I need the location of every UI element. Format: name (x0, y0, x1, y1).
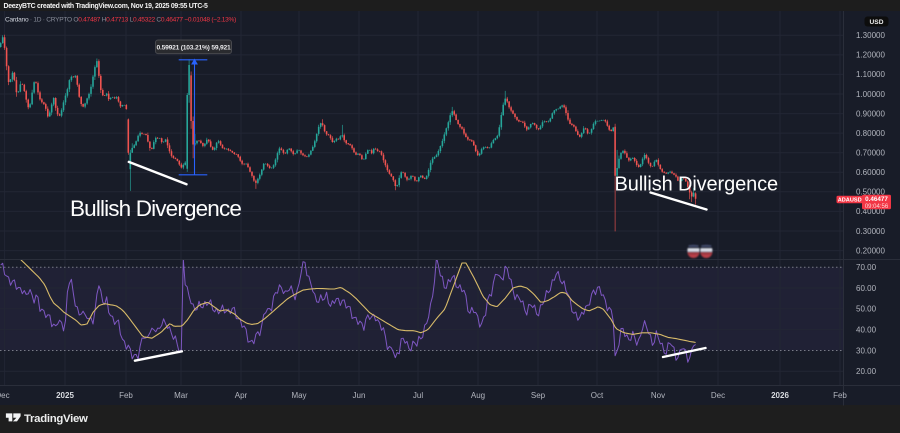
svg-text:2026: 2026 (771, 391, 789, 400)
svg-text:0.46477: 0.46477 (865, 196, 888, 203)
svg-text:Feb: Feb (119, 391, 133, 400)
svg-text:0.59921 (103.21%) 59,921: 0.59921 (103.21%) 59,921 (157, 45, 231, 52)
svg-text:70.00: 70.00 (856, 263, 877, 272)
svg-text:Mar: Mar (174, 391, 188, 400)
svg-text:30.00: 30.00 (856, 346, 877, 355)
svg-text:20.00: 20.00 (856, 367, 877, 376)
svg-text:0.40000: 0.40000 (856, 207, 885, 216)
svg-text:50.00: 50.00 (856, 305, 877, 314)
svg-text:DeezyBTC created with TradingV: DeezyBTC created with TradingView.com, N… (4, 3, 209, 10)
svg-text:Dec: Dec (0, 391, 10, 400)
svg-text:2025: 2025 (56, 391, 74, 400)
svg-text:Apr: Apr (235, 391, 248, 400)
svg-text:Aug: Aug (471, 391, 485, 400)
svg-text:0.50000: 0.50000 (856, 188, 885, 197)
svg-text:60.00: 60.00 (856, 284, 877, 293)
svg-text:USD: USD (870, 19, 884, 26)
svg-text:0.90000: 0.90000 (856, 109, 885, 118)
svg-text:Cardano · 1D · CRYPTO O0.47487: Cardano · 1D · CRYPTO O0.47487 H0.47713 … (5, 17, 236, 24)
svg-text:Oct: Oct (591, 391, 604, 400)
svg-text:1.30000: 1.30000 (856, 31, 885, 40)
svg-text:1.00000: 1.00000 (856, 90, 885, 99)
svg-text:0.60000: 0.60000 (856, 168, 885, 177)
svg-text:Bullish Divergence: Bullish Divergence (615, 174, 778, 196)
svg-text:May: May (291, 391, 306, 400)
svg-text:0.20000: 0.20000 (856, 246, 885, 255)
svg-text:0.30000: 0.30000 (856, 227, 885, 236)
svg-text:1.20000: 1.20000 (856, 51, 885, 60)
svg-text:Feb: Feb (833, 391, 847, 400)
svg-text:TradingView: TradingView (24, 413, 88, 425)
svg-text:Sep: Sep (531, 391, 546, 400)
svg-text:ADAUSD: ADAUSD (838, 198, 862, 204)
svg-text:1.10000: 1.10000 (856, 70, 885, 79)
svg-text:0.80000: 0.80000 (856, 129, 885, 138)
svg-text:09:04:56: 09:04:56 (865, 204, 889, 210)
svg-text:40.00: 40.00 (856, 325, 877, 334)
svg-text:Dec: Dec (711, 391, 725, 400)
svg-text:Bullish Divergence: Bullish Divergence (70, 196, 241, 221)
svg-text:Nov: Nov (651, 391, 665, 400)
svg-text:Jul: Jul (413, 391, 423, 400)
svg-text:Jun: Jun (353, 391, 366, 400)
svg-text:0.70000: 0.70000 (856, 149, 885, 158)
